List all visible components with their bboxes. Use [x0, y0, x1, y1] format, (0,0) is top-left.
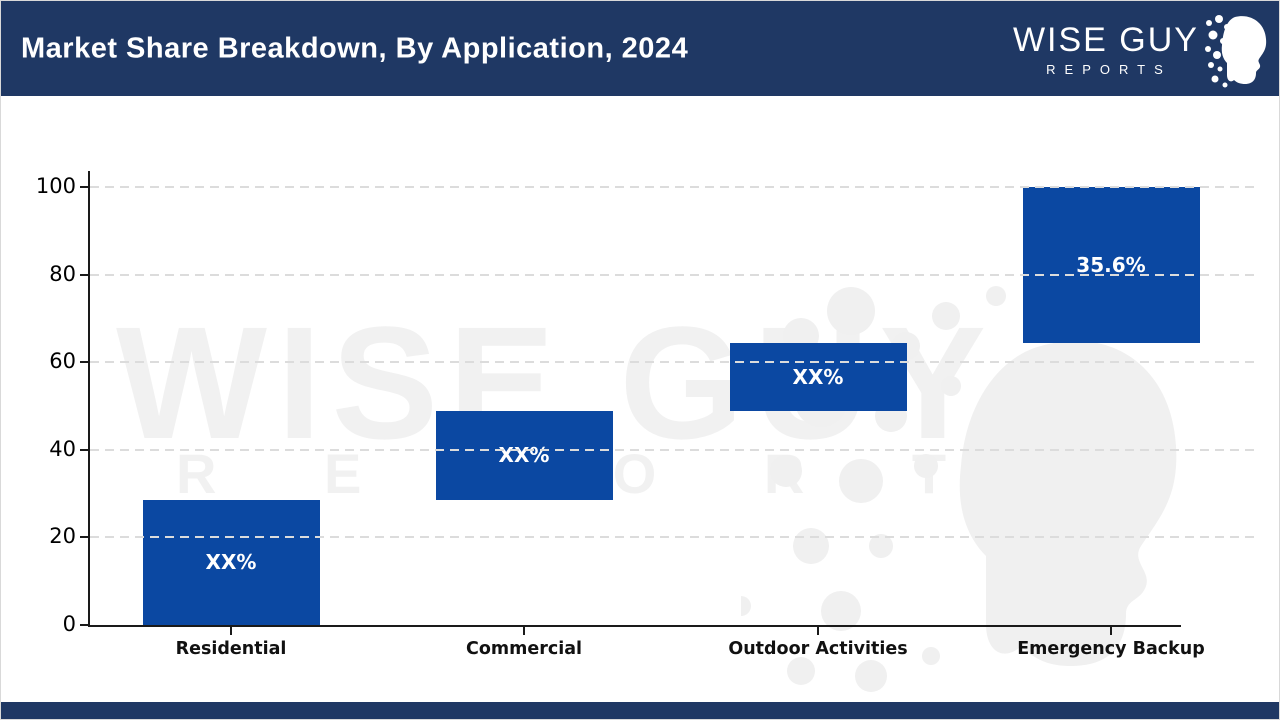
gridline: [90, 361, 1256, 364]
bar-value-label: XX%: [205, 550, 257, 575]
wiseguy-logo-text: WISE GUY REPORTS: [1013, 21, 1199, 77]
gridline: [90, 186, 1256, 188]
y-axis: [88, 171, 90, 627]
bar-value-label: 35.6%: [1076, 252, 1146, 277]
x-tick: [523, 627, 525, 635]
bar-value-label: XX%: [792, 364, 844, 389]
x-category-label: Outdoor Activities: [728, 639, 908, 659]
gridline: [90, 536, 1256, 539]
x-category-label: Commercial: [465, 639, 582, 659]
wiseguy-logo: WISE GUY REPORTS: [1009, 7, 1269, 91]
y-tick: [80, 186, 88, 188]
y-tick-label: 100: [35, 174, 76, 198]
y-tick: [80, 273, 88, 276]
bar-commercial: XX%: [435, 410, 613, 500]
y-tick-label: 80: [49, 261, 76, 286]
y-tick-label: 0: [62, 612, 76, 636]
y-tick-label: 20: [49, 524, 76, 549]
x-tick: [817, 627, 819, 635]
page-title: Market Share Breakdown, By Application, …: [21, 32, 689, 64]
waterfall-chart: XX% Residential XX% Commercial XX% Outdoor Ac…: [36, 171, 1257, 659]
y-tick: [80, 624, 88, 626]
wiseguy-face-icon: [1205, 15, 1267, 88]
y-tick-label: 40: [49, 436, 76, 461]
y-tick: [80, 448, 88, 451]
x-category-label: Residential: [175, 639, 287, 659]
bar-value-label: XX%: [498, 443, 550, 468]
y-tick: [80, 361, 88, 364]
x-tick: [1110, 627, 1112, 635]
x-category-label: Emergency Backup: [1017, 639, 1205, 659]
footer-band: [1, 702, 1279, 719]
x-tick: [230, 627, 232, 635]
logo-subtitle: REPORTS: [1046, 62, 1172, 77]
bar-outdoor-activities: XX%: [729, 342, 907, 411]
bar-emergency-backup: 35.6%: [1022, 187, 1200, 343]
y-tick-label: 60: [49, 349, 76, 374]
logo-wordmark: WISE GUY: [1012, 21, 1199, 59]
bar-residential: XX%: [142, 499, 320, 625]
gridline: [90, 448, 1256, 451]
header-band: Market Share Breakdown, By Application, …: [1, 1, 1279, 96]
x-axis: [88, 625, 1181, 627]
gridline: [90, 273, 1256, 276]
y-tick: [80, 536, 88, 539]
